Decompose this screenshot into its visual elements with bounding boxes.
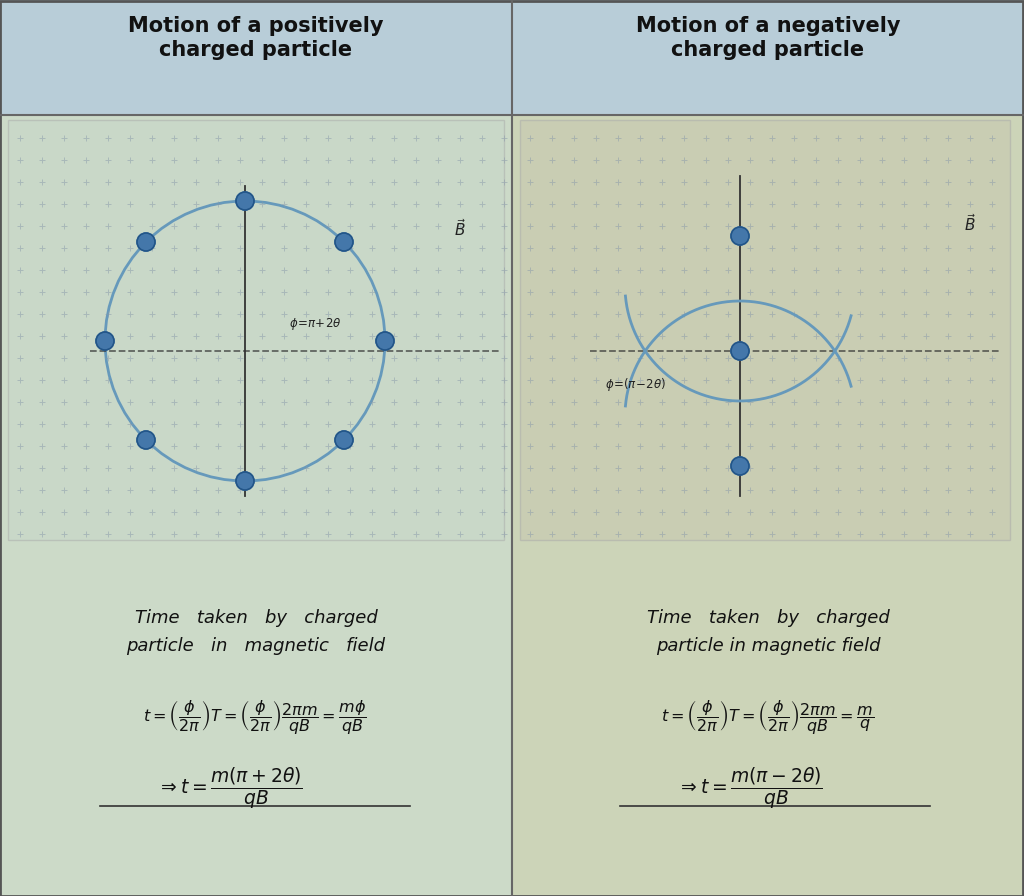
Bar: [512, 115, 1024, 896]
Circle shape: [376, 332, 394, 350]
Bar: [0, 0, 1024, 115]
Text: $\vec{B}$: $\vec{B}$: [454, 218, 466, 239]
Text: particle in magnetic field: particle in magnetic field: [655, 637, 881, 655]
Text: $\vec{B}$: $\vec{B}$: [964, 213, 976, 234]
Bar: [8, 120, 504, 540]
Circle shape: [335, 233, 353, 251]
Text: Motion of a positively
charged particle: Motion of a positively charged particle: [128, 16, 384, 60]
Text: Motion of a negatively
charged particle: Motion of a negatively charged particle: [636, 16, 900, 60]
Text: Time   taken   by   charged: Time taken by charged: [646, 609, 890, 627]
Text: $t = \left(\dfrac{\phi}{2\pi}\right)T = \left(\dfrac{\phi}{2\pi}\right)\dfrac{2\: $t = \left(\dfrac{\phi}{2\pi}\right)T = …: [143, 699, 367, 737]
Text: $\phi\!=\!(\pi\!-\!2\theta)$: $\phi\!=\!(\pi\!-\!2\theta)$: [604, 375, 666, 392]
Circle shape: [731, 227, 749, 245]
Text: $\phi\!=\!\pi\!+\!2\theta$: $\phi\!=\!\pi\!+\!2\theta$: [289, 316, 341, 332]
Circle shape: [731, 457, 749, 475]
Circle shape: [236, 472, 254, 490]
Circle shape: [731, 342, 749, 360]
Text: $t = \left(\dfrac{\phi}{2\pi}\right)T = \left(\dfrac{\phi}{2\pi}\right)\dfrac{2\: $t = \left(\dfrac{\phi}{2\pi}\right)T = …: [662, 699, 874, 737]
Text: $\Rightarrow t = \dfrac{m(\pi + 2\theta)}{qB}$: $\Rightarrow t = \dfrac{m(\pi + 2\theta)…: [157, 765, 303, 811]
Bar: [0, 115, 512, 896]
Circle shape: [137, 233, 155, 251]
Text: Time   taken   by   charged: Time taken by charged: [134, 609, 378, 627]
Circle shape: [96, 332, 114, 350]
Bar: [520, 120, 1010, 540]
Text: $\Rightarrow t = \dfrac{m(\pi - 2\theta)}{qB}$: $\Rightarrow t = \dfrac{m(\pi - 2\theta)…: [677, 765, 823, 811]
Text: particle   in   magnetic   field: particle in magnetic field: [127, 637, 385, 655]
Circle shape: [137, 431, 155, 449]
Circle shape: [236, 192, 254, 210]
Circle shape: [335, 431, 353, 449]
